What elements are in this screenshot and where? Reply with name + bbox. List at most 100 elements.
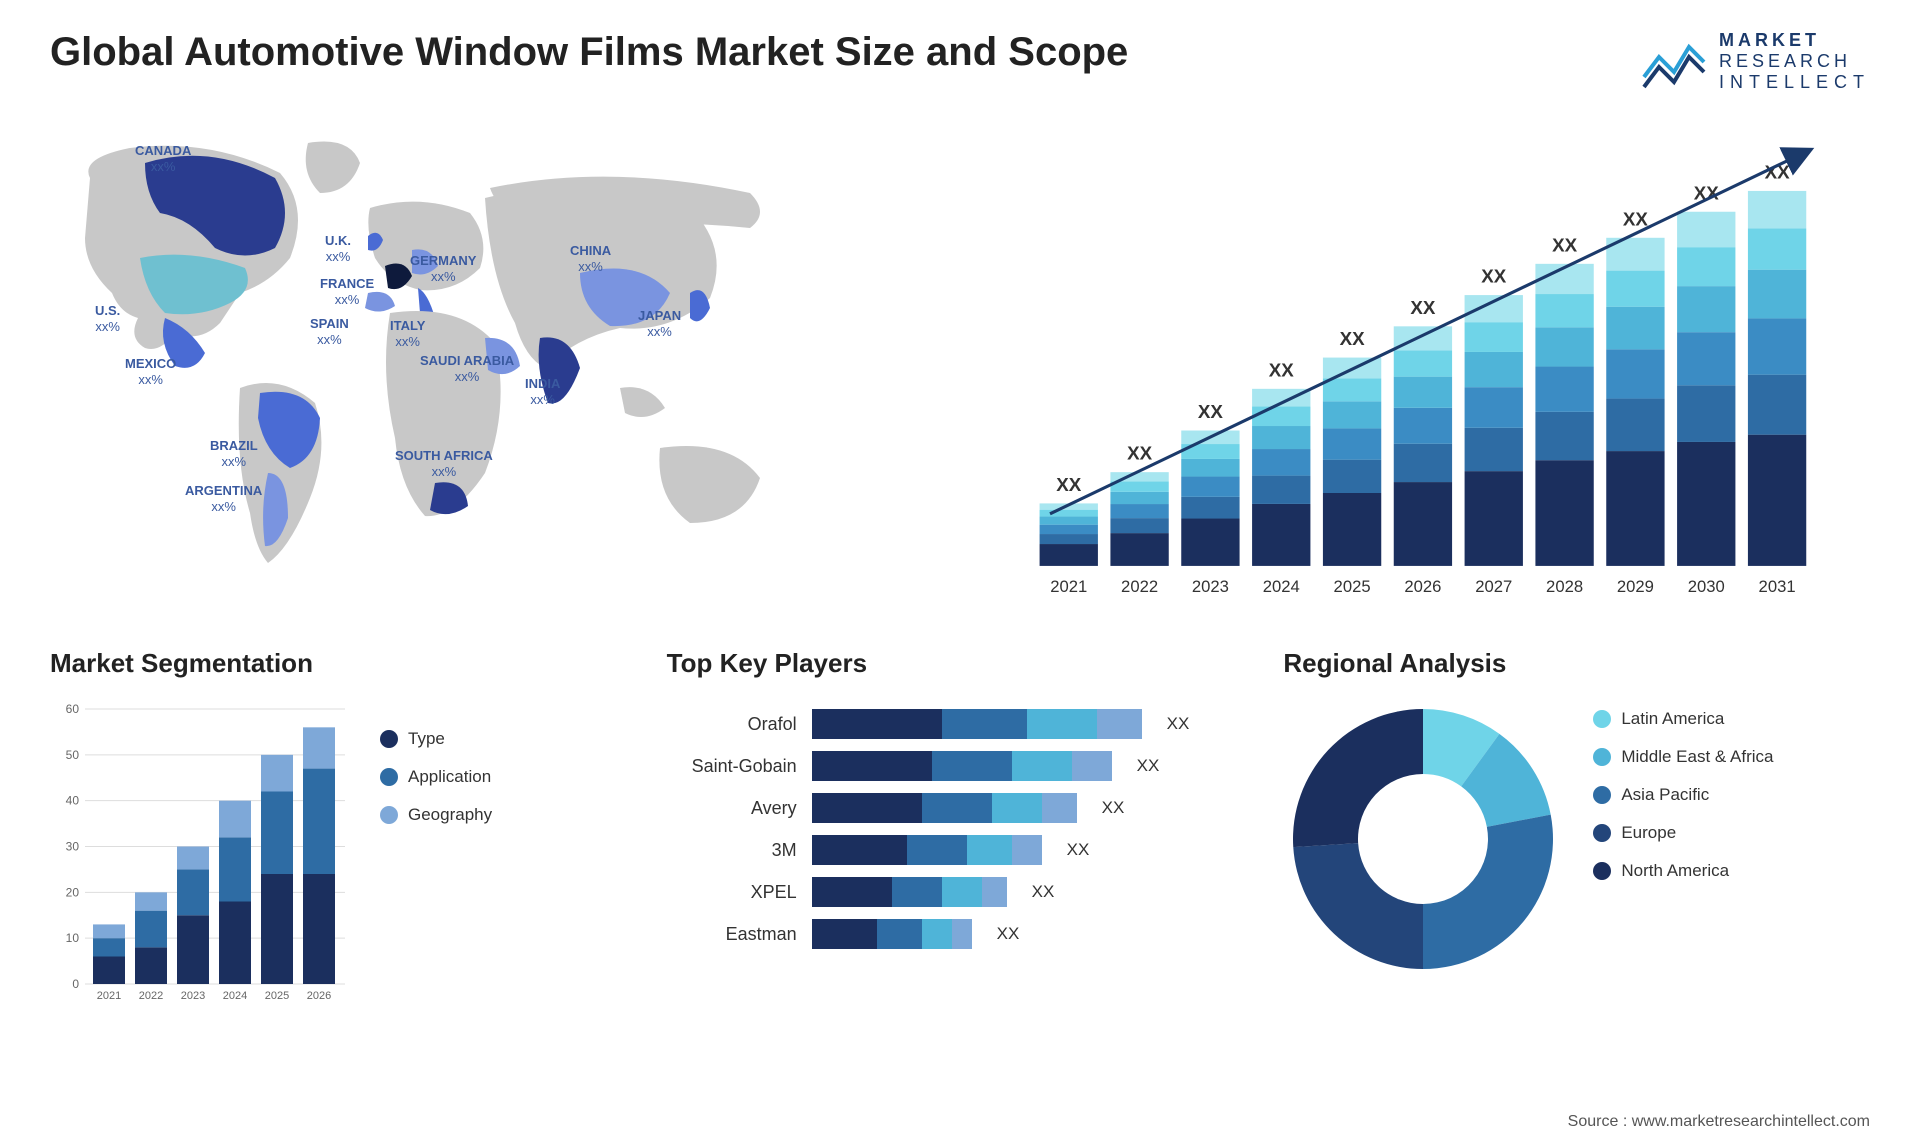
segmentation-legend: TypeApplicationGeography (380, 699, 492, 1048)
source-attribution: Source : www.marketresearchintellect.com (1568, 1113, 1870, 1131)
segmentation-section: Market Segmentation 01020304050602021202… (50, 648, 637, 1048)
player-bar (812, 709, 1142, 739)
svg-text:2021: 2021 (97, 990, 121, 1002)
svg-text:2027: 2027 (1475, 577, 1512, 596)
map-label-southafrica: SOUTH AFRICAxx% (395, 448, 493, 481)
svg-text:2031: 2031 (1759, 577, 1796, 596)
svg-text:20: 20 (66, 885, 80, 899)
player-bar (812, 877, 1007, 907)
player-name: XPEL (667, 882, 797, 903)
svg-text:2025: 2025 (1334, 577, 1371, 596)
map-label-mexico: MEXICOxx% (125, 356, 176, 389)
map-label-saudiarabia: SAUDI ARABIAxx% (420, 353, 514, 386)
svg-text:XX: XX (1410, 297, 1436, 318)
player-bar (812, 751, 1112, 781)
player-row: Avery XX (667, 793, 1254, 823)
player-bar (812, 919, 972, 949)
svg-text:2022: 2022 (1121, 577, 1158, 596)
legend-label: Europe (1621, 823, 1676, 843)
segmentation-bar-chart: 0102030405060202120222023202420252026 (50, 699, 350, 1009)
top-players-section: Top Key Players OrafolXXSaint-GobainXXAv… (667, 648, 1254, 1048)
legend-dot-icon (1593, 748, 1611, 766)
player-name: Orafol (667, 714, 797, 735)
regional-legend-item: Middle East & Africa (1593, 747, 1773, 767)
player-value: XX (1067, 840, 1090, 860)
svg-text:XX: XX (1269, 359, 1295, 380)
players-bar-chart: OrafolXXSaint-GobainXXAveryXX3MXXXPELXXE… (667, 699, 1254, 949)
svg-text:2024: 2024 (1263, 577, 1300, 596)
growth-chart-panel: XX2021XX2022XX2023XX2024XX2025XX2026XX20… (980, 118, 1870, 618)
legend-dot-icon (380, 730, 398, 748)
legend-label: Asia Pacific (1621, 785, 1709, 805)
svg-text:2028: 2028 (1546, 577, 1583, 596)
segmentation-legend-item: Application (380, 767, 492, 787)
regional-legend-item: North America (1593, 861, 1773, 881)
regional-legend: Latin America Middle East & Africa Asia Pa… (1593, 699, 1773, 881)
svg-text:0: 0 (72, 977, 79, 991)
map-label-germany: GERMANYxx% (410, 253, 476, 286)
player-row: XPELXX (667, 877, 1254, 907)
map-label-japan: JAPANxx% (638, 308, 681, 341)
legend-label: Latin America (1621, 709, 1724, 729)
player-name: 3M (667, 840, 797, 861)
player-row: Saint-Gobain XX (667, 751, 1254, 781)
svg-text:2021: 2021 (1050, 577, 1087, 596)
player-name: Saint-Gobain (667, 756, 797, 777)
svg-text:XX: XX (1127, 443, 1153, 464)
logo-line3: INTELLECT (1719, 72, 1870, 93)
map-label-china: CHINAxx% (570, 243, 611, 276)
player-row: Eastman XX (667, 919, 1254, 949)
legend-dot-icon (380, 806, 398, 824)
player-value: XX (997, 924, 1020, 944)
growth-bar-chart: XX2021XX2022XX2023XX2024XX2025XX2026XX20… (980, 118, 1870, 618)
map-label-brazil: BRAZILxx% (210, 438, 258, 471)
svg-text:2025: 2025 (265, 990, 289, 1002)
regional-title: Regional Analysis (1283, 648, 1870, 679)
svg-text:2023: 2023 (181, 990, 205, 1002)
map-label-uk: U.K.xx% (325, 233, 351, 266)
legend-dot-icon (1593, 786, 1611, 804)
legend-label: Application (408, 767, 491, 787)
svg-text:60: 60 (66, 702, 80, 716)
segmentation-title: Market Segmentation (50, 648, 637, 679)
svg-text:50: 50 (66, 748, 80, 762)
player-value: XX (1102, 798, 1125, 818)
map-label-italy: ITALYxx% (390, 318, 425, 351)
logo-line2: RESEARCH (1719, 51, 1870, 72)
svg-text:2022: 2022 (139, 990, 163, 1002)
player-value: XX (1137, 756, 1160, 776)
player-row: 3M XX (667, 835, 1254, 865)
svg-text:XX: XX (1198, 401, 1224, 422)
svg-text:30: 30 (66, 840, 80, 854)
legend-label: North America (1621, 861, 1729, 881)
legend-dot-icon (1593, 824, 1611, 842)
svg-text:XX: XX (1056, 474, 1082, 495)
legend-dot-icon (1593, 862, 1611, 880)
svg-text:XX: XX (1340, 328, 1366, 349)
world-map-panel: CANADAxx%U.S.xx%MEXICOxx%BRAZILxx%ARGENT… (50, 118, 950, 618)
regional-legend-item: Europe (1593, 823, 1773, 843)
svg-text:2026: 2026 (1404, 577, 1441, 596)
legend-label: Middle East & Africa (1621, 747, 1773, 767)
player-bar (812, 793, 1077, 823)
player-name: Avery (667, 798, 797, 819)
player-value: XX (1167, 714, 1190, 734)
logo-line1: MARKET (1719, 30, 1870, 51)
regional-section: Regional Analysis Latin America Middle Ea… (1283, 648, 1870, 1048)
svg-text:2030: 2030 (1688, 577, 1725, 596)
svg-text:XX: XX (1552, 234, 1578, 255)
map-label-canada: CANADAxx% (135, 143, 191, 176)
map-label-france: FRANCExx% (320, 276, 374, 309)
svg-text:XX: XX (1481, 266, 1507, 287)
legend-dot-icon (1593, 710, 1611, 728)
legend-label: Geography (408, 805, 492, 825)
regional-legend-item: Latin America (1593, 709, 1773, 729)
regional-donut-chart (1283, 699, 1563, 979)
map-label-us: U.S.xx% (95, 303, 120, 336)
svg-text:2024: 2024 (223, 990, 247, 1002)
svg-text:XX: XX (1623, 208, 1649, 229)
player-row: Orafol XX (667, 709, 1254, 739)
page-title: Global Automotive Window Films Market Si… (50, 30, 1128, 75)
regional-legend-item: Asia Pacific (1593, 785, 1773, 805)
player-name: Eastman (667, 924, 797, 945)
